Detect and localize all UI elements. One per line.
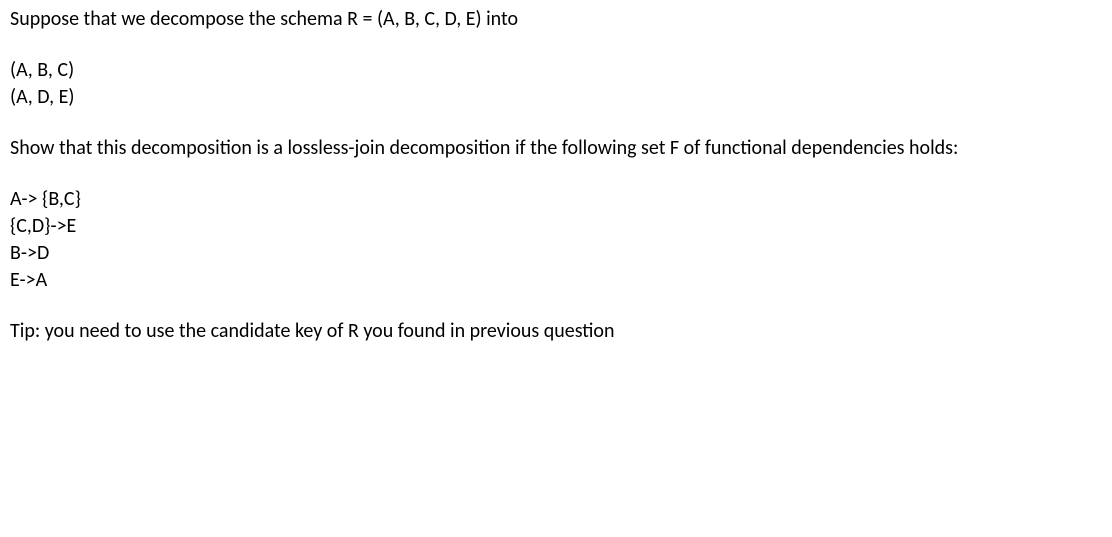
fd-3: B->D [10,240,1102,267]
spacer [10,111,1102,135]
spacer [10,294,1102,318]
show-text: Show that this decomposition is a lossle… [10,135,1102,162]
fd-4: E->A [10,267,1102,294]
tip-text: Tip: you need to use the candidate key o… [10,318,1102,345]
spacer [10,33,1102,57]
intro-text: Suppose that we decompose the schema R =… [10,6,1102,33]
decomposition-2: (A, D, E) [10,84,1102,111]
question-document: Suppose that we decompose the schema R =… [0,0,1112,355]
decomposition-1: (A, B, C) [10,57,1102,84]
spacer [10,162,1102,186]
fd-1: A-> {B,C} [10,186,1102,213]
fd-2: {C,D}->E [10,213,1102,240]
